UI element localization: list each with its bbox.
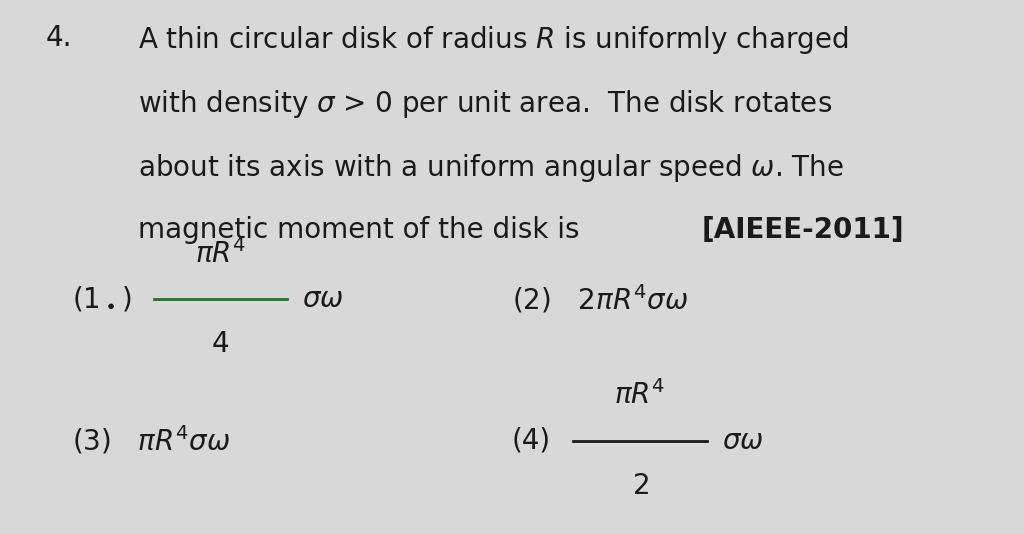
- Text: magnetic moment of the disk is: magnetic moment of the disk is: [138, 216, 580, 244]
- Text: 4.: 4.: [46, 24, 73, 52]
- Text: $\sigma\omega$: $\sigma\omega$: [722, 427, 764, 454]
- Text: $\sigma\omega$: $\sigma\omega$: [302, 285, 344, 313]
- Text: about its axis with a uniform angular speed $\omega$. The: about its axis with a uniform angular sp…: [138, 152, 844, 184]
- Text: (3)   $\pi R^4\sigma\omega$: (3) $\pi R^4\sigma\omega$: [72, 424, 230, 457]
- Text: (1$_\bullet$): (1$_\bullet$): [72, 285, 131, 313]
- Text: $2$: $2$: [632, 472, 648, 500]
- Text: (4): (4): [512, 427, 551, 454]
- Text: (2)   $2\pi R^4\sigma\omega$: (2) $2\pi R^4\sigma\omega$: [512, 282, 688, 316]
- Text: $\pi R^4$: $\pi R^4$: [614, 380, 666, 410]
- Text: with density $\sigma$ > 0 per unit area.  The disk rotates: with density $\sigma$ > 0 per unit area.…: [138, 88, 833, 120]
- Text: $\pi R^4$: $\pi R^4$: [195, 239, 246, 269]
- Text: $4$: $4$: [211, 331, 229, 358]
- Text: [AIEEE-2011]: [AIEEE-2011]: [701, 216, 904, 244]
- Text: A thin circular disk of radius $R$ is uniformly charged: A thin circular disk of radius $R$ is un…: [138, 24, 849, 56]
